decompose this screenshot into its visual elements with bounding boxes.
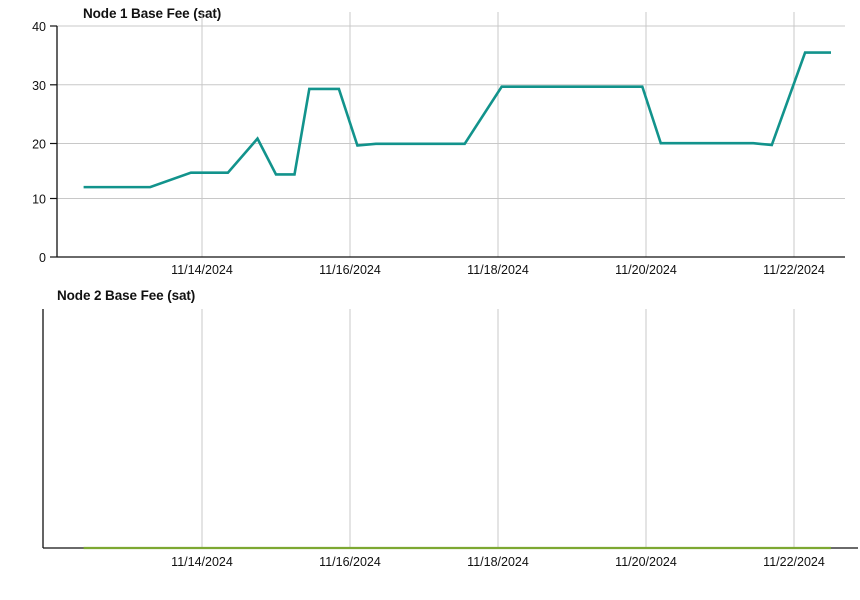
x-tick-label-2-11-22: 11/22/2024 <box>763 555 825 569</box>
x-tick-label-11-22: 11/22/2024 <box>763 263 825 277</box>
x-tick-label-11-14: 11/14/2024 <box>171 263 233 277</box>
chart-title-node-2: Node 2 Base Fee (sat) <box>57 288 196 303</box>
data-line-node-1 <box>83 51 831 189</box>
y-tick-label-10: 10 <box>32 193 46 207</box>
y-tick-label-20: 20 <box>32 138 46 152</box>
chart-title-node-1: Node 1 Base Fee (sat) <box>83 6 222 21</box>
x-tick-label-2-11-14: 11/14/2024 <box>171 555 233 569</box>
gridlines-vertical-node-2 <box>201 309 795 548</box>
y-tick-label-0: 0 <box>39 251 46 265</box>
chart-plot-node-1: 40 30 20 10 0 11/14/2024 11/16/2024 11/1… <box>32 12 845 277</box>
x-tick-label-2-11-16: 11/16/2024 <box>319 555 381 569</box>
x-tick-label-11-18: 11/18/2024 <box>467 263 529 277</box>
chart-panel-node-2: Node 2 Base Fee (sat) 11/14/2024 11/16/2… <box>0 283 860 583</box>
x-tick-label-11-16: 11/16/2024 <box>319 263 381 277</box>
chart-panel-node-1: Node 1 Base Fee (sat) <box>0 0 860 290</box>
x-tick-label-11-20: 11/20/2024 <box>615 263 677 277</box>
y-tick-label-40: 40 <box>32 20 46 34</box>
x-tick-label-2-11-20: 11/20/2024 <box>615 555 677 569</box>
x-tick-label-2-11-18: 11/18/2024 <box>467 555 529 569</box>
y-ticks-node-1 <box>50 25 57 258</box>
gridlines-vertical-node-1 <box>201 12 795 257</box>
y-tick-label-30: 30 <box>32 79 46 93</box>
chart-plot-node-2: 11/14/2024 11/16/2024 11/18/2024 11/20/2… <box>42 309 858 569</box>
gridlines-horizontal-node-1 <box>57 25 845 199</box>
